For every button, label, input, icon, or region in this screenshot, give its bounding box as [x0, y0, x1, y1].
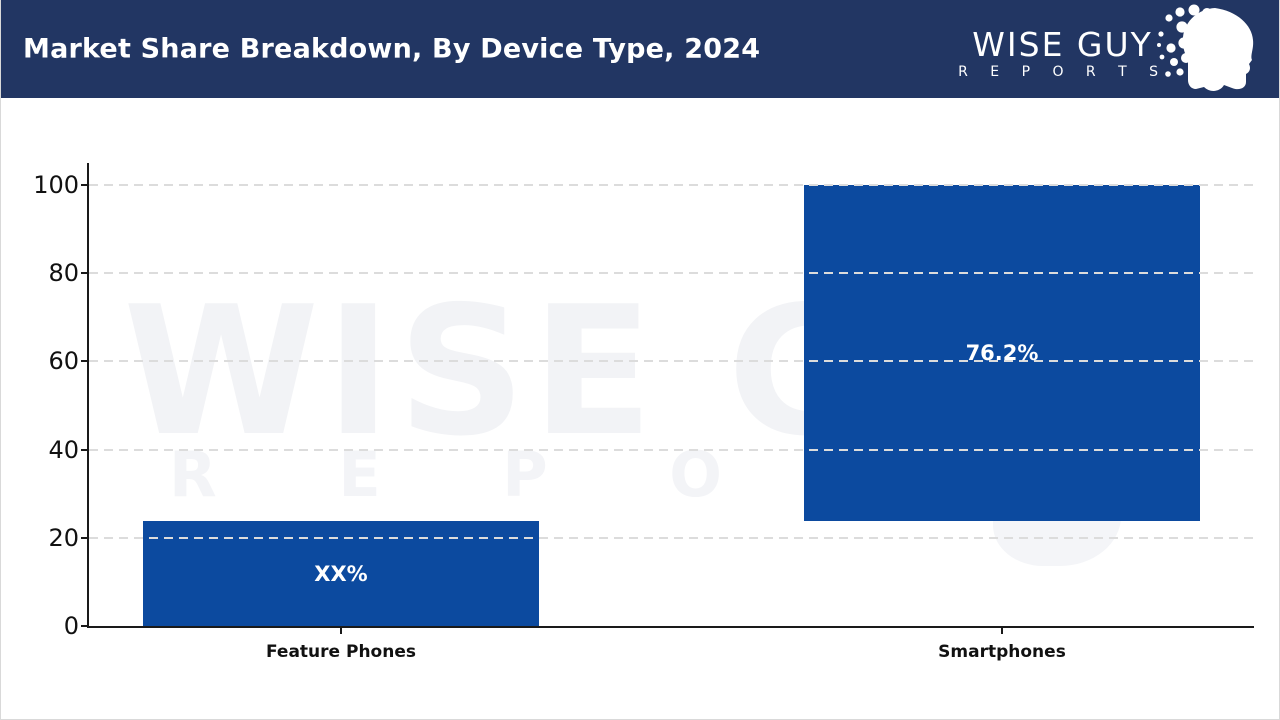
y-axis-tick-label: 60	[48, 347, 79, 376]
bar-value-label: XX%	[314, 561, 368, 586]
x-tick-mark	[1001, 626, 1003, 634]
x-tick-mark	[340, 626, 342, 634]
brand-subname: R E P O R T S	[958, 64, 1167, 81]
x-axis-category-label: Feature Phones	[266, 642, 416, 662]
y-gridline	[89, 536, 1254, 539]
y-axis-tick-label: 20	[48, 523, 79, 552]
y-tick-mark	[81, 448, 89, 451]
y-axis-tick-label: 100	[33, 171, 79, 199]
x-axis-line	[87, 626, 1254, 628]
y-tick-mark	[81, 625, 89, 627]
y-gridline	[89, 272, 1254, 275]
y-gridline	[89, 448, 1254, 451]
y-axis-tick-label: 80	[48, 259, 79, 288]
header-bar: Market Share Breakdown, By Device Type, …	[1, 0, 1279, 98]
brand-logo-text: WISE GUY R E P O R T S	[958, 24, 1167, 81]
y-axis-tick-label: 0	[63, 612, 79, 640]
y-tick-mark	[81, 360, 89, 363]
page-title: Market Share Breakdown, By Device Type, …	[23, 33, 761, 65]
logo-face-icon	[1157, 4, 1254, 91]
x-axis-category-label: Smartphones	[938, 642, 1066, 662]
y-tick-mark	[81, 184, 89, 186]
y-tick-mark	[81, 536, 89, 539]
bar-value-label: 76.2%	[965, 341, 1039, 366]
y-tick-mark	[81, 272, 89, 275]
y-gridline	[89, 360, 1254, 363]
y-axis-tick-label: 40	[48, 435, 79, 464]
brand-logo: WISE GUY R E P O R T S	[958, 4, 1265, 94]
y-gridline	[89, 184, 1254, 186]
brand-name: WISE GUY	[972, 24, 1153, 64]
y-axis-line	[87, 163, 89, 626]
